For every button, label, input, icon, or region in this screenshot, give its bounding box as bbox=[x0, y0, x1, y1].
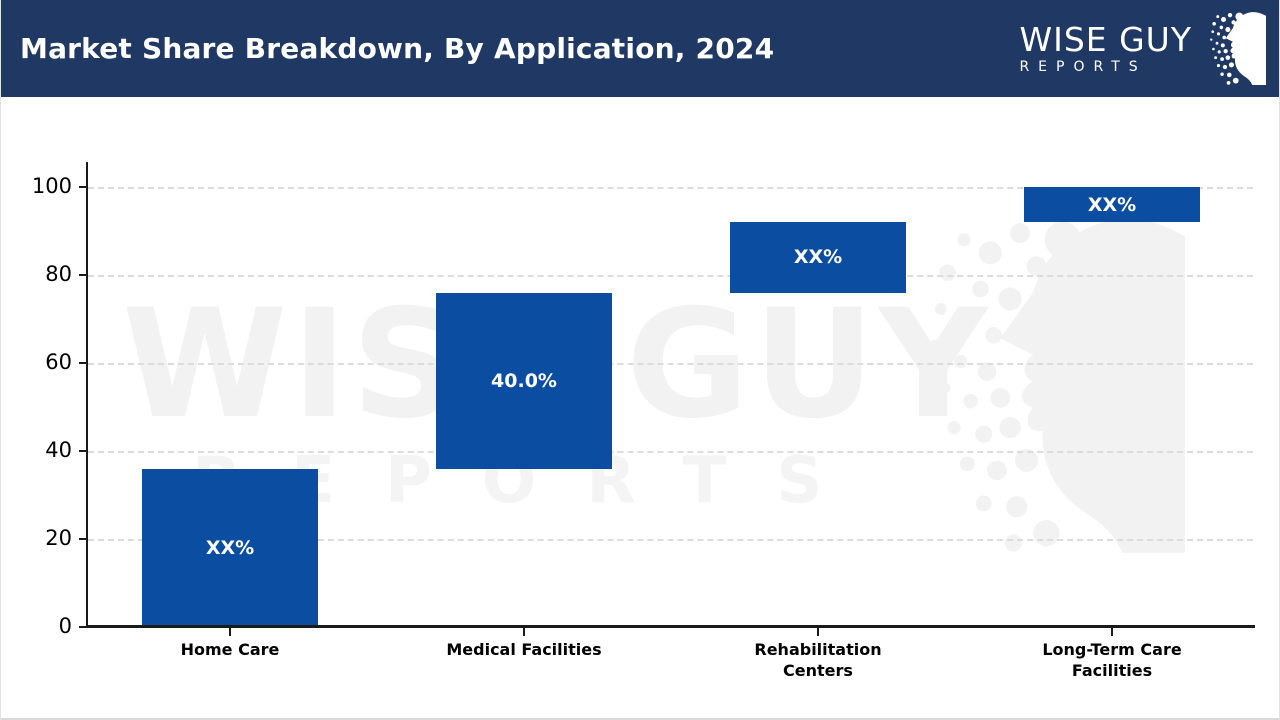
bar-value-label-long-term-care-facilities: XX% bbox=[1087, 193, 1137, 216]
category-label-long-term-care-facilities: Long-Term Care Facilities bbox=[992, 639, 1232, 681]
gridline-40 bbox=[88, 451, 1253, 453]
y-tick-60 bbox=[79, 362, 86, 364]
x-axis-line bbox=[86, 625, 1255, 628]
category-label-line: Centers bbox=[783, 661, 853, 680]
header-bar: Market Share Breakdown, By Application, … bbox=[0, 0, 1280, 97]
bar-rehabilitation-centers: XX% bbox=[730, 222, 906, 293]
y-tick-label-20: 20 bbox=[45, 526, 72, 550]
y-tick-label-80: 80 bbox=[45, 262, 72, 286]
gridline-80 bbox=[88, 275, 1253, 277]
bar-value-label-home-care: XX% bbox=[205, 536, 255, 559]
gridline-20 bbox=[88, 539, 1253, 541]
brand-logo-text: WISE GUY REPORTS bbox=[1019, 20, 1192, 76]
page-title: Market Share Breakdown, By Application, … bbox=[20, 32, 775, 65]
category-label-line: Facilities bbox=[1071, 661, 1153, 680]
x-tick-medical-facilities bbox=[523, 628, 525, 636]
y-tick-label-0: 0 bbox=[58, 614, 72, 638]
category-label-line: Long-Term Care bbox=[1042, 640, 1182, 659]
bar-long-term-care-facilities: XX% bbox=[1024, 187, 1200, 223]
brand-tagline: REPORTS bbox=[1019, 59, 1147, 75]
bar-home-care: XX% bbox=[142, 468, 318, 627]
y-tick-40 bbox=[79, 450, 86, 452]
y-tick-label-100: 100 bbox=[31, 174, 72, 198]
x-tick-long-term-care-facilities bbox=[1111, 628, 1113, 636]
gridline-60 bbox=[88, 363, 1253, 365]
x-tick-rehabilitation-centers bbox=[817, 628, 819, 636]
category-label-rehabilitation-centers: Rehabilitation Centers bbox=[698, 639, 938, 681]
brand-logo: WISE GUY REPORTS bbox=[1019, 10, 1266, 88]
y-tick-0 bbox=[79, 626, 86, 628]
category-label-line: Home Care bbox=[180, 640, 280, 659]
category-label-line: Medical Facilities bbox=[446, 640, 602, 659]
category-label-medical-facilities: Medical Facilities bbox=[404, 639, 644, 660]
gridline-100 bbox=[88, 187, 1253, 189]
brand-face-icon bbox=[1194, 10, 1266, 88]
y-tick-label-40: 40 bbox=[45, 438, 72, 462]
category-label-home-care: Home Care bbox=[110, 639, 350, 660]
y-tick-20 bbox=[79, 538, 86, 540]
y-axis-line bbox=[86, 162, 88, 628]
bar-value-label-medical-facilities: 40.0% bbox=[491, 369, 557, 392]
x-tick-home-care bbox=[229, 628, 231, 636]
y-tick-80 bbox=[79, 274, 86, 276]
brand-name: WISE GUY bbox=[1019, 20, 1192, 59]
bar-medical-facilities: 40.0% bbox=[436, 292, 612, 469]
y-tick-100 bbox=[79, 186, 86, 188]
category-label-line: Rehabilitation bbox=[754, 640, 882, 659]
y-tick-label-60: 60 bbox=[45, 350, 72, 374]
bar-value-label-rehabilitation-centers: XX% bbox=[793, 246, 843, 269]
